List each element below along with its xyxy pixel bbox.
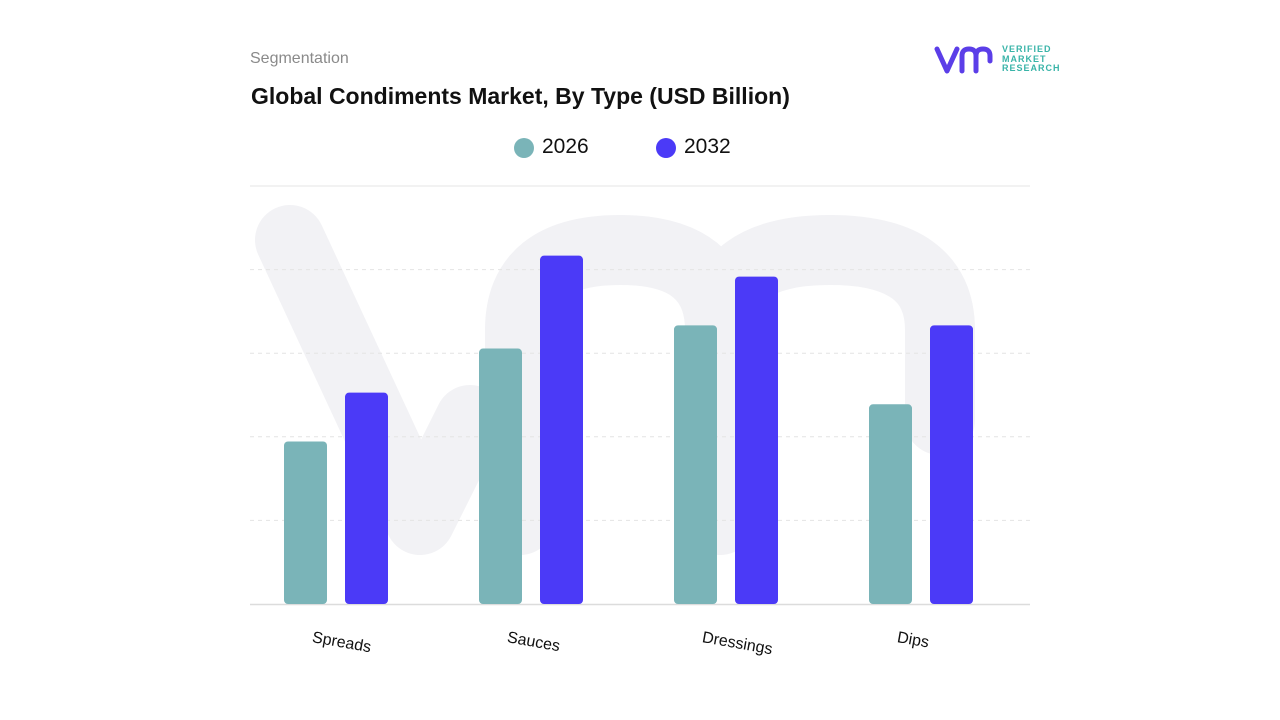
logo-line-1: VERIFIED: [1002, 44, 1052, 54]
x-tick-label: Sauces: [506, 629, 562, 655]
chart-title: Global Condiments Market, By Type (USD B…: [251, 83, 790, 109]
x-tick-label: Spreads: [311, 629, 373, 656]
bar-dressings-2026: [674, 325, 717, 604]
legend-swatch-2032: [656, 138, 676, 158]
segment-label: Segmentation: [250, 50, 349, 67]
vmr-logo: VERIFIED MARKET RESEARCH: [934, 44, 1064, 76]
x-tick-label: Dips: [896, 629, 930, 651]
legend-label-2032: 2032: [684, 135, 731, 158]
logo-wordmark: VERIFIED MARKET RESEARCH: [1002, 44, 1061, 74]
bar-sauces-2032: [540, 255, 583, 604]
bar-spreads-2026: [284, 441, 327, 604]
x-tick-label: Dressings: [701, 629, 774, 658]
bar-dressings-2032: [735, 276, 778, 604]
vmr-logo-icon: [934, 46, 993, 74]
bar-spreads-2032: [345, 392, 388, 604]
bar-sauces-2026: [479, 348, 522, 604]
logo-line-2: MARKET: [1002, 53, 1047, 64]
bar-dips-2032: [930, 325, 973, 604]
chart-legend: 2026 2032: [0, 134, 1280, 164]
bar-dips-2026: [869, 404, 912, 604]
legend-label-2026: 2026: [542, 135, 589, 158]
legend-swatch-2026: [514, 138, 534, 158]
logo-line-3: RESEARCH: [1002, 63, 1061, 73]
